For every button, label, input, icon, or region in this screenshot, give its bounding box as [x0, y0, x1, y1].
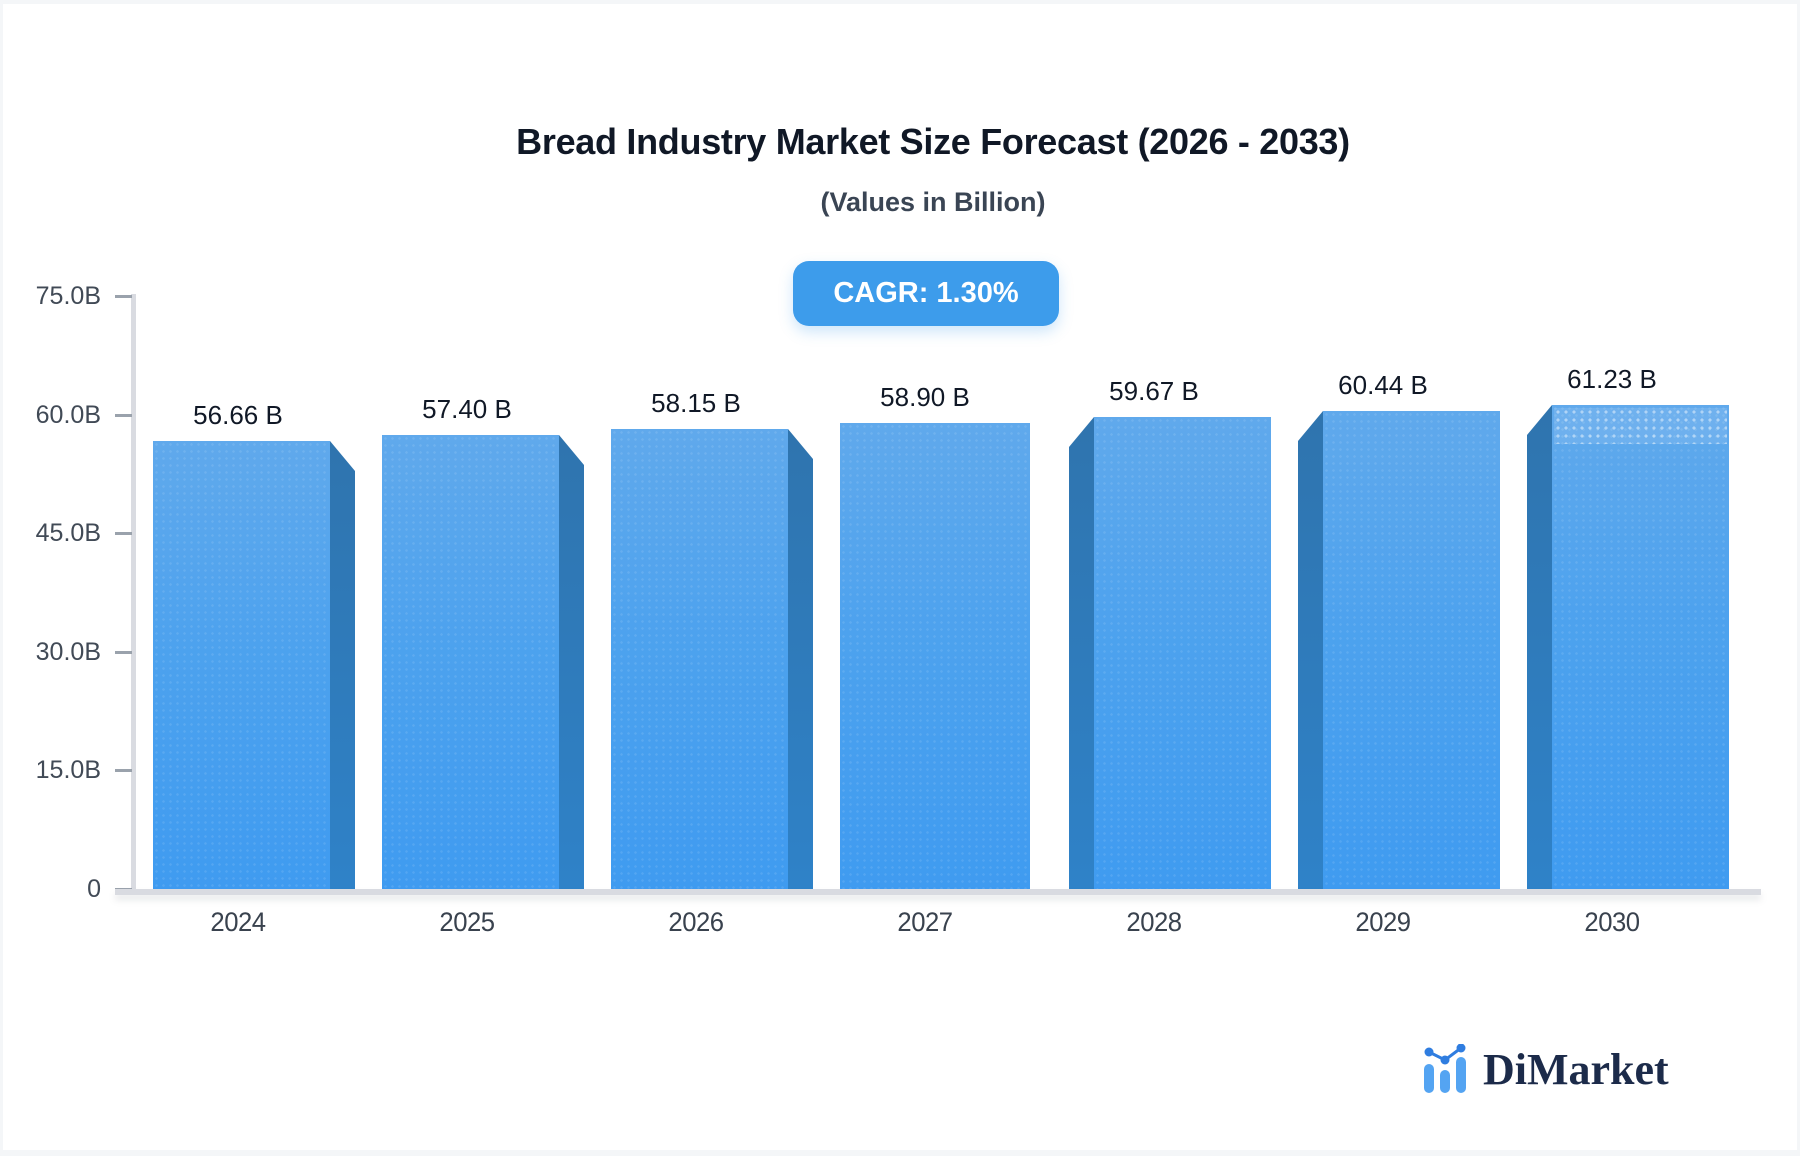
- mini-bar-chart-icon: [1424, 1044, 1466, 1093]
- bar-face: [840, 423, 1030, 889]
- bar-slot: 58.90 B 2027: [840, 4, 1069, 937]
- y-tick-dash: [115, 532, 132, 536]
- cagr-badge: CAGR: 1.30%: [793, 261, 1059, 326]
- bar-face: [1094, 417, 1271, 889]
- bar-value-label: 57.40 B: [422, 394, 512, 424]
- bar-slot: 60.44 B 2029: [1298, 4, 1527, 937]
- bar-side-3d: [1527, 405, 1552, 889]
- bar-2028[interactable]: [1069, 417, 1298, 889]
- bar-value-label: 59.67 B: [1109, 376, 1199, 406]
- bar-face: [1323, 411, 1500, 889]
- dimarket-logo[interactable]: DiMarket: [1423, 1044, 1669, 1094]
- bar-face: [153, 441, 330, 889]
- y-axis-tick: 15.0B: [13, 757, 143, 783]
- y-axis-tick: 75.0B: [13, 283, 143, 309]
- x-axis-label: 2027: [897, 907, 953, 937]
- y-tick-label: 45.0B: [35, 519, 101, 548]
- chart-subtitle: (Values in Billion): [820, 187, 1046, 217]
- bar-side-3d: [788, 429, 813, 889]
- x-axis-label: 2028: [1126, 907, 1182, 937]
- y-axis-tick: 30.0B: [13, 639, 143, 665]
- bar-slot: 61.23 B 2030: [1527, 4, 1756, 937]
- chart-title: Bread Industry Market Size Forecast (202…: [516, 121, 1350, 162]
- bar-2027[interactable]: [840, 423, 1069, 889]
- x-axis-baseline: [115, 889, 1761, 895]
- bar-2030[interactable]: [1527, 405, 1756, 889]
- y-tick-label: 30.0B: [35, 637, 101, 666]
- x-axis-label: 2026: [668, 907, 724, 937]
- y-tick-label: 75.0B: [35, 282, 101, 310]
- x-axis-label: 2029: [1355, 907, 1411, 937]
- bar-side-3d: [1298, 411, 1323, 889]
- bar-2029[interactable]: [1298, 411, 1527, 889]
- x-axis-label: 2030: [1584, 907, 1640, 937]
- bar-side-3d: [559, 435, 584, 889]
- y-tick-label: 15.0B: [35, 756, 101, 785]
- y-tick-dash: [115, 650, 132, 654]
- chart-card: Bread Industry Market Size Forecast (202…: [3, 4, 1797, 1150]
- chart-header: Bread Industry Market Size Forecast (202…: [36, 121, 1800, 218]
- bar-value-label: 60.44 B: [1338, 370, 1428, 400]
- bar-plot-area: 56.66 B 2024 57.40 B 2025 58.15 B 2026 58.90 B…: [153, 4, 1756, 937]
- x-axis-label: 2024: [210, 907, 266, 937]
- y-tick-label: 0: [87, 875, 101, 903]
- y-tick-dash: [115, 295, 132, 298]
- logo-text: DiMarket: [1483, 1045, 1669, 1094]
- bar-face: [382, 435, 559, 889]
- bar-2024[interactable]: [153, 441, 382, 889]
- x-axis-label: 2025: [439, 907, 495, 937]
- bar-value-label: 61.23 B: [1567, 364, 1657, 394]
- y-tick-dash: [115, 413, 132, 417]
- y-axis-tick: 60.0B: [13, 402, 143, 428]
- bar-2026[interactable]: [611, 429, 840, 889]
- y-tick-label: 60.0B: [35, 400, 101, 429]
- bar-slot: 59.67 B 2028: [1069, 4, 1298, 937]
- bar-value-label: 58.90 B: [880, 382, 970, 412]
- bar-slot: 58.15 B 2026: [611, 4, 840, 937]
- y-axis-tick: 45.0B: [13, 520, 143, 546]
- bar-face: [611, 429, 788, 889]
- bar-2025[interactable]: [382, 435, 611, 889]
- bar-side-3d: [330, 441, 355, 889]
- y-tick-dash: [115, 769, 132, 773]
- bar-side-3d: [1069, 417, 1094, 889]
- bar-value-label: 56.66 B: [193, 400, 283, 430]
- bar-slot: 57.40 B 2025: [382, 4, 611, 937]
- bar-value-label: 58.15 B: [651, 388, 741, 418]
- bar-slot: 56.66 B 2024: [153, 4, 382, 937]
- bar-face: [1552, 405, 1729, 889]
- y-axis-line: [131, 294, 136, 890]
